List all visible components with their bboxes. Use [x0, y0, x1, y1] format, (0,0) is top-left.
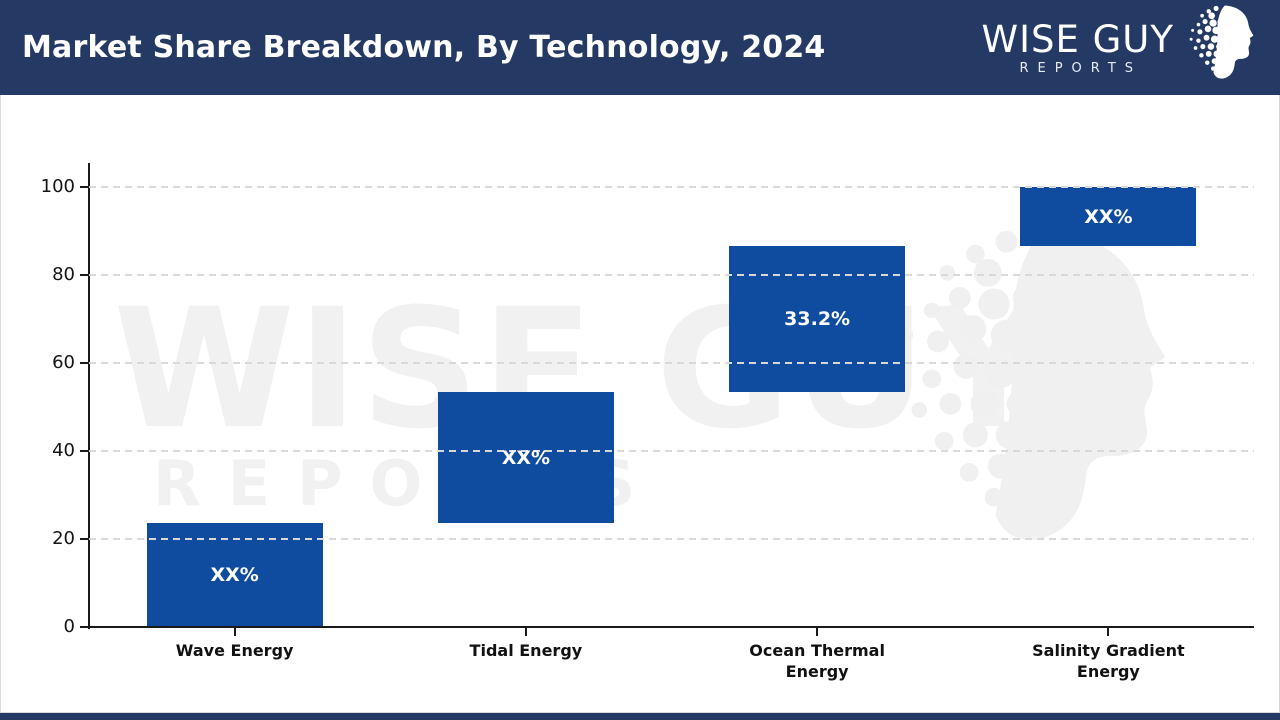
y-tick-label: 20 [52, 528, 75, 549]
gridline [89, 274, 1254, 276]
x-tick [233, 628, 236, 636]
gridline [89, 186, 1254, 188]
y-tick-label: 100 [40, 176, 75, 197]
watermark-face-icon [894, 229, 1166, 540]
y-tick-label: 60 [52, 352, 75, 373]
y-tick-label: 40 [52, 440, 75, 461]
y-tick [80, 450, 88, 452]
category-label: Tidal Energy [469, 641, 583, 660]
bar-label: 33.2% [784, 308, 851, 331]
gridline [89, 362, 1254, 364]
brand-text: WISE GUY REPORTS [982, 21, 1174, 75]
bar [1020, 187, 1197, 247]
bar [146, 522, 323, 627]
bar-label: XX% [1084, 205, 1133, 228]
y-axis-spine [88, 163, 90, 629]
category-label: Wave Energy [175, 641, 294, 660]
y-tick [80, 626, 88, 628]
footer-bar [0, 713, 1280, 720]
category-label: Ocean Thermal Energy [749, 641, 885, 681]
y-tick-label: 0 [63, 616, 75, 637]
y-tick [80, 538, 88, 540]
y-tick-label: 80 [52, 264, 75, 285]
y-tick [80, 274, 88, 276]
bar [729, 246, 906, 393]
x-tick [1107, 628, 1110, 636]
gridline [89, 538, 1254, 540]
x-tick [524, 628, 527, 636]
face-dots-icon [1189, 4, 1254, 79]
bar-label: XX% [210, 563, 259, 586]
y-tick [80, 186, 88, 188]
brand-logo: WISE GUY REPORTS [982, 4, 1258, 92]
header: Market Share Breakdown, By Technology, 2… [0, 0, 1280, 95]
x-tick [816, 628, 819, 636]
bar-label: XX% [501, 446, 551, 469]
brand-wordmark: WISE GUY [981, 17, 1174, 61]
category-label: Salinity Gradient Energy [1032, 641, 1185, 681]
page-title: Market Share Breakdown, By Technology, 2… [22, 30, 826, 65]
bar [437, 392, 614, 523]
x-axis-spine [88, 626, 1254, 628]
brand-subtext: REPORTS [1019, 60, 1143, 76]
y-tick [80, 362, 88, 364]
gridline [89, 450, 1254, 452]
chart-area: WISE GUY REPORTS 0 20 40 60 80 100 XX% Wave Ene… [0, 95, 1280, 713]
